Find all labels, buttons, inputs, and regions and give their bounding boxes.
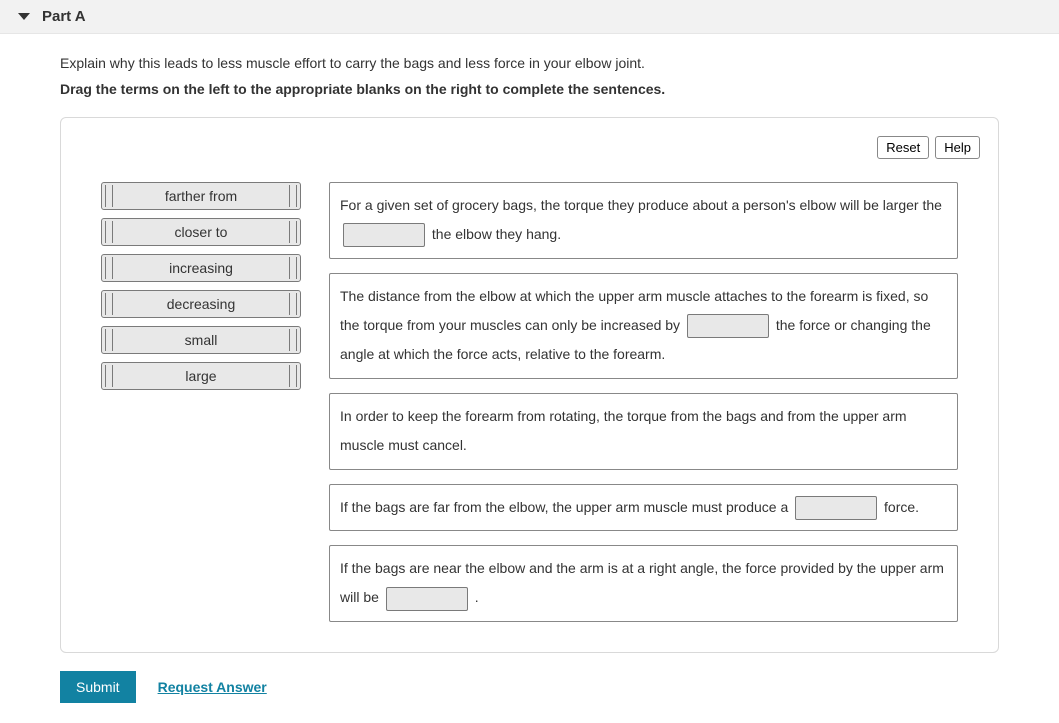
sentence-1-text-a: For a given set of grocery bags, the tor… <box>340 197 942 213</box>
submit-button[interactable]: Submit <box>60 671 136 703</box>
sentence-5: If the bags are near the elbow and the a… <box>329 545 958 622</box>
instruction-line-1: Explain why this leads to less muscle ef… <box>60 52 999 74</box>
help-button[interactable]: Help <box>935 136 980 159</box>
drag-drop-panel: Reset Help farther from closer to increa… <box>60 117 999 653</box>
term-closer-to[interactable]: closer to <box>101 218 301 246</box>
instruction-line-2: Drag the terms on the left to the approp… <box>60 78 999 100</box>
instructions: Explain why this leads to less muscle ef… <box>0 34 1059 109</box>
panel-top-buttons: Reset Help <box>877 136 980 159</box>
sentence-1: For a given set of grocery bags, the tor… <box>329 182 958 259</box>
sentence-4: If the bags are far from the elbow, the … <box>329 484 958 531</box>
sentence-2: The distance from the elbow at which the… <box>329 273 958 379</box>
part-title: Part A <box>42 8 86 25</box>
part-header[interactable]: Part A <box>0 0 1059 34</box>
term-small[interactable]: small <box>101 326 301 354</box>
reset-button[interactable]: Reset <box>877 136 929 159</box>
sentence-4-text-a: If the bags are far from the elbow, the … <box>340 499 792 515</box>
blank-1[interactable] <box>343 223 425 247</box>
blank-2[interactable] <box>687 314 769 338</box>
workarea: farther from closer to increasing decrea… <box>83 182 976 622</box>
sentence-1-text-b: the elbow they hang. <box>432 226 561 242</box>
blank-3[interactable] <box>795 496 877 520</box>
sentence-5-text-b: . <box>475 589 479 605</box>
request-answer-link[interactable]: Request Answer <box>158 679 267 695</box>
sentence-3: In order to keep the forearm from rotati… <box>329 393 958 470</box>
sentence-3-text: In order to keep the forearm from rotati… <box>340 408 907 453</box>
term-decreasing[interactable]: decreasing <box>101 290 301 318</box>
sentences-column: For a given set of grocery bags, the tor… <box>329 182 958 622</box>
term-large[interactable]: large <box>101 362 301 390</box>
blank-4[interactable] <box>386 587 468 611</box>
terms-column: farther from closer to increasing decrea… <box>101 182 301 622</box>
term-farther-from[interactable]: farther from <box>101 182 301 210</box>
sentence-4-text-b: force. <box>884 499 919 515</box>
caret-down-icon <box>18 13 30 20</box>
term-increasing[interactable]: increasing <box>101 254 301 282</box>
footer: Submit Request Answer <box>0 667 1059 723</box>
